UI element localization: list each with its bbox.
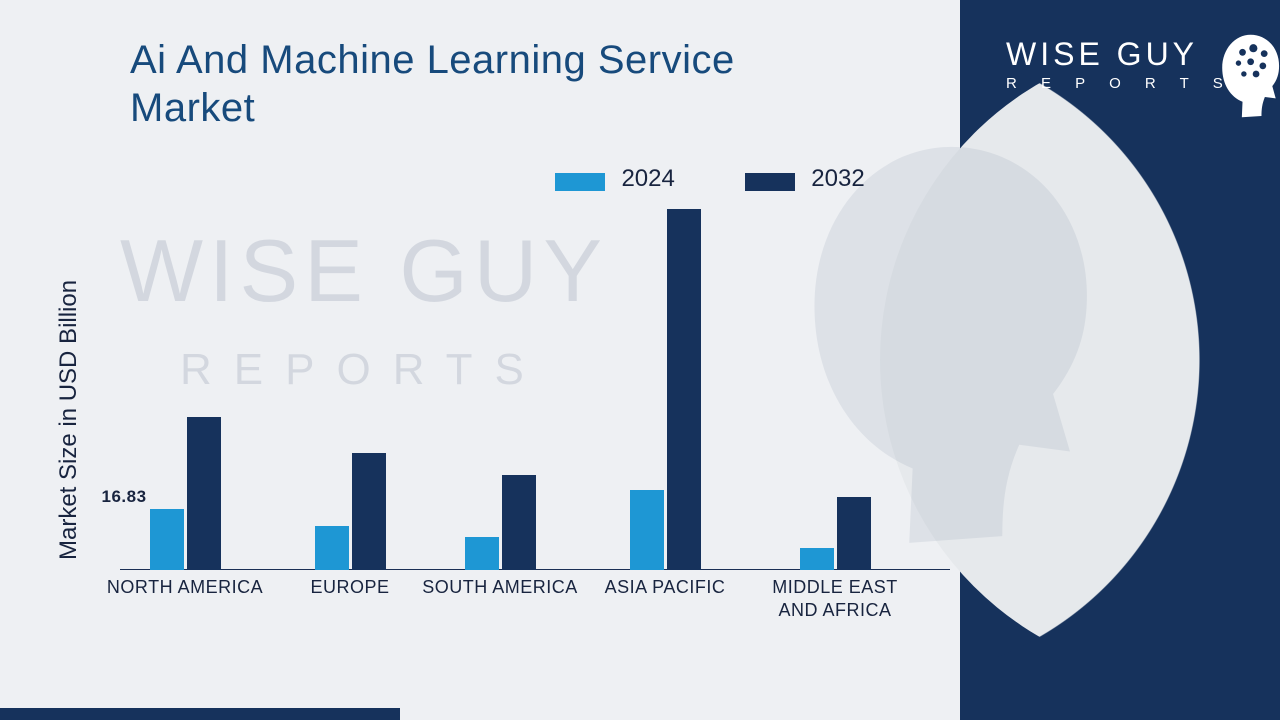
bottom-accent-bar: [0, 708, 400, 720]
legend-item-2024: 2024: [555, 165, 675, 193]
x-axis-label: NORTH AMERICA: [105, 570, 265, 599]
bar-2032: [352, 453, 386, 570]
legend-label-2032: 2032: [811, 165, 864, 193]
brand-logo: WISE GUY R E P O R T S: [1006, 36, 1233, 92]
bar-2024: [150, 509, 184, 570]
x-axis-label: EUROPE: [270, 570, 430, 599]
legend-item-2032: 2032: [745, 165, 865, 193]
brand-head-icon: [1216, 32, 1280, 120]
bar-2032: [837, 497, 871, 570]
bar-2024: [465, 537, 499, 570]
bar-2032: [187, 417, 221, 570]
chart-title: Ai And Machine Learning Service Market: [130, 36, 850, 132]
bar-group: EUROPE: [315, 205, 386, 570]
bar-2024: [315, 526, 349, 570]
legend-swatch-2024: [555, 173, 605, 191]
brand-line1: WISE GUY: [1006, 36, 1198, 73]
legend-swatch-2032: [745, 173, 795, 191]
bar-2024: [630, 490, 664, 570]
legend: 2024 2032: [555, 165, 865, 193]
plot-area: NORTH AMERICA16.83 EUROPE SOUTH AMERICA ASI…: [120, 205, 950, 570]
y-axis-label: Market Size in USD Billion: [55, 280, 83, 560]
bar-2032: [502, 475, 536, 570]
bar-2024: [800, 548, 834, 570]
bar-group: MIDDLE EAST AND AFRICA: [800, 205, 871, 570]
brand-line2: R E P O R T S: [1006, 75, 1233, 92]
x-axis-label: SOUTH AMERICA: [420, 570, 580, 599]
bar-group: ASIA PACIFIC: [630, 205, 701, 570]
bar-group: SOUTH AMERICA: [465, 205, 536, 570]
x-axis-label: MIDDLE EAST AND AFRICA: [755, 570, 915, 621]
legend-label-2024: 2024: [621, 165, 674, 193]
bar-value-label: 16.83: [102, 487, 147, 507]
bar-2032: [667, 209, 701, 570]
x-axis-label: ASIA PACIFIC: [585, 570, 745, 599]
bar-group: NORTH AMERICA16.83: [150, 205, 221, 570]
